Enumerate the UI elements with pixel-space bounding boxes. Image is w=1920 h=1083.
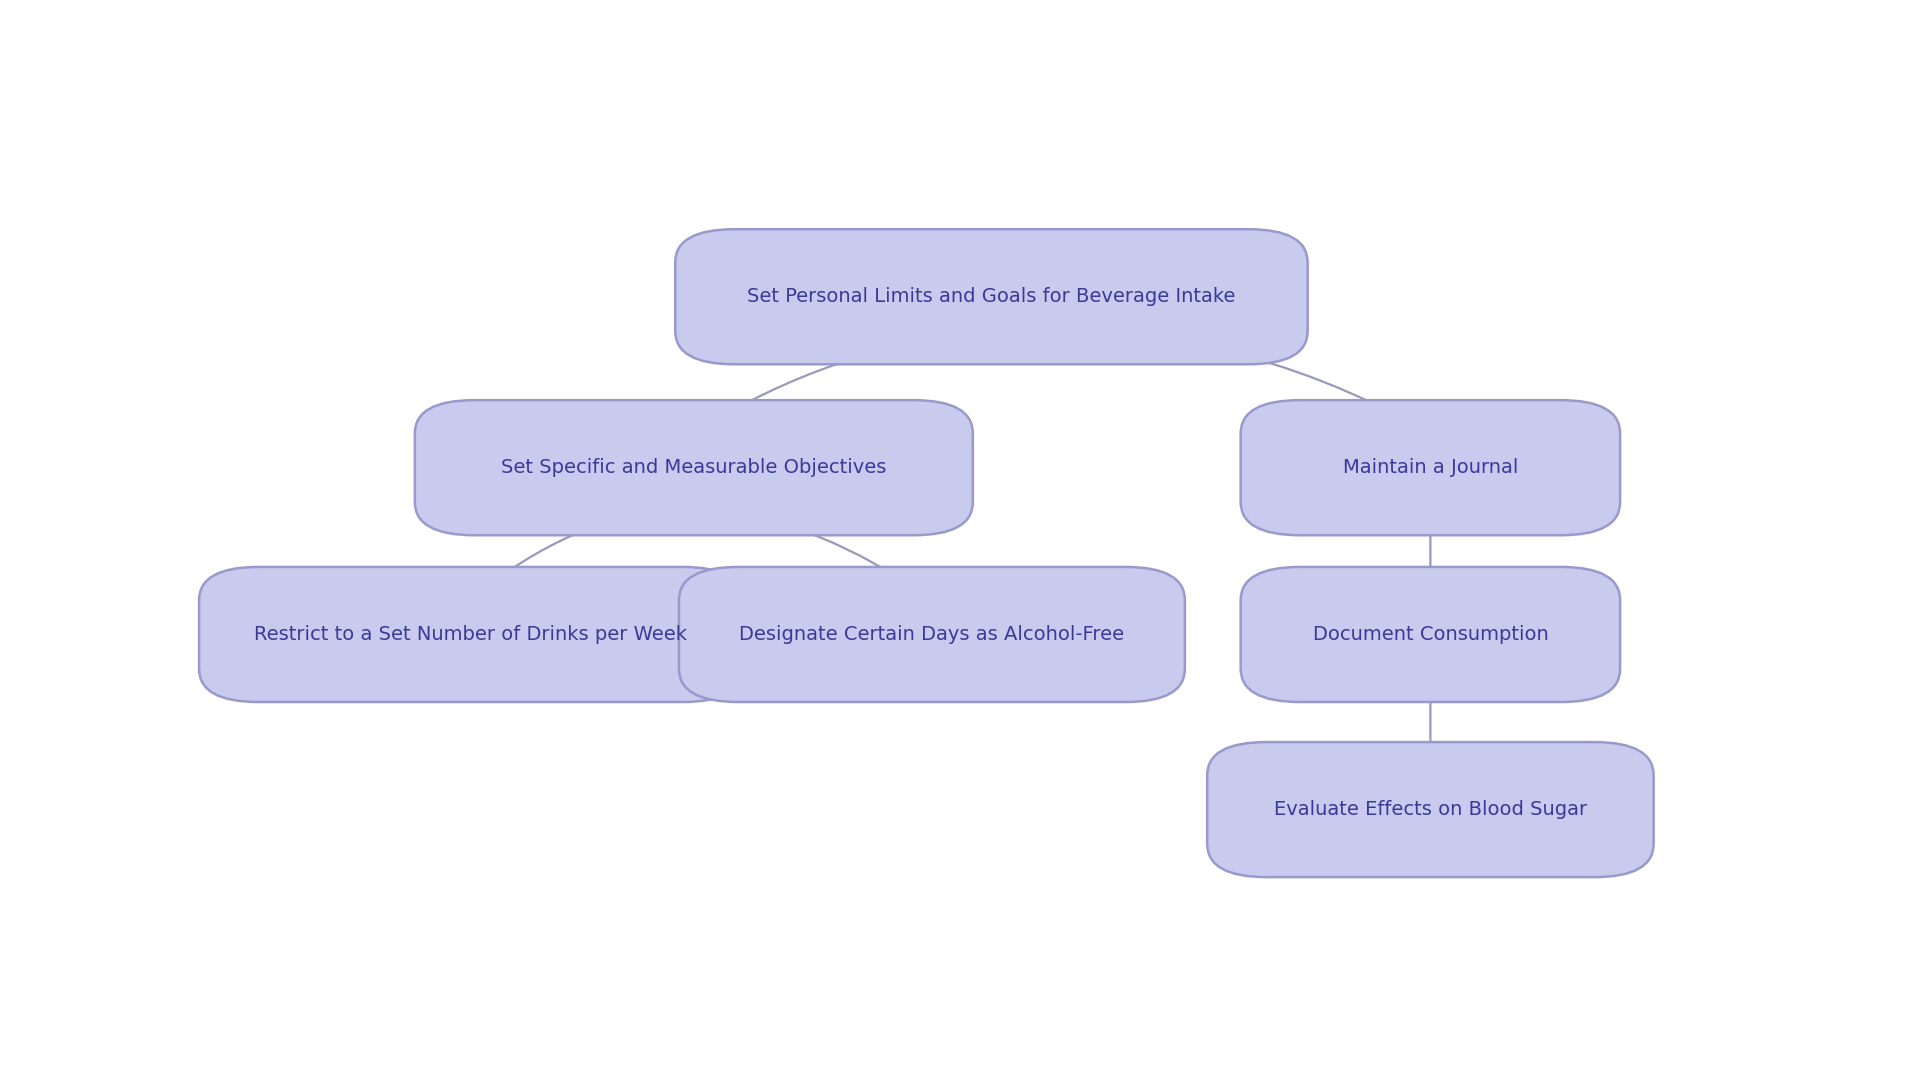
FancyBboxPatch shape (200, 566, 743, 702)
FancyBboxPatch shape (676, 230, 1308, 364)
Text: Evaluate Effects on Blood Sugar: Evaluate Effects on Blood Sugar (1273, 800, 1588, 819)
FancyBboxPatch shape (1240, 566, 1620, 702)
FancyBboxPatch shape (1240, 400, 1620, 535)
FancyBboxPatch shape (1208, 742, 1653, 877)
Text: Set Personal Limits and Goals for Beverage Intake: Set Personal Limits and Goals for Bevera… (747, 287, 1236, 306)
Text: Maintain a Journal: Maintain a Journal (1342, 458, 1519, 478)
FancyBboxPatch shape (415, 400, 973, 535)
Text: Restrict to a Set Number of Drinks per Week: Restrict to a Set Number of Drinks per W… (253, 625, 687, 644)
FancyBboxPatch shape (680, 566, 1185, 702)
Text: Designate Certain Days as Alcohol-Free: Designate Certain Days as Alcohol-Free (739, 625, 1125, 644)
Text: Document Consumption: Document Consumption (1313, 625, 1548, 644)
Text: Set Specific and Measurable Objectives: Set Specific and Measurable Objectives (501, 458, 887, 478)
